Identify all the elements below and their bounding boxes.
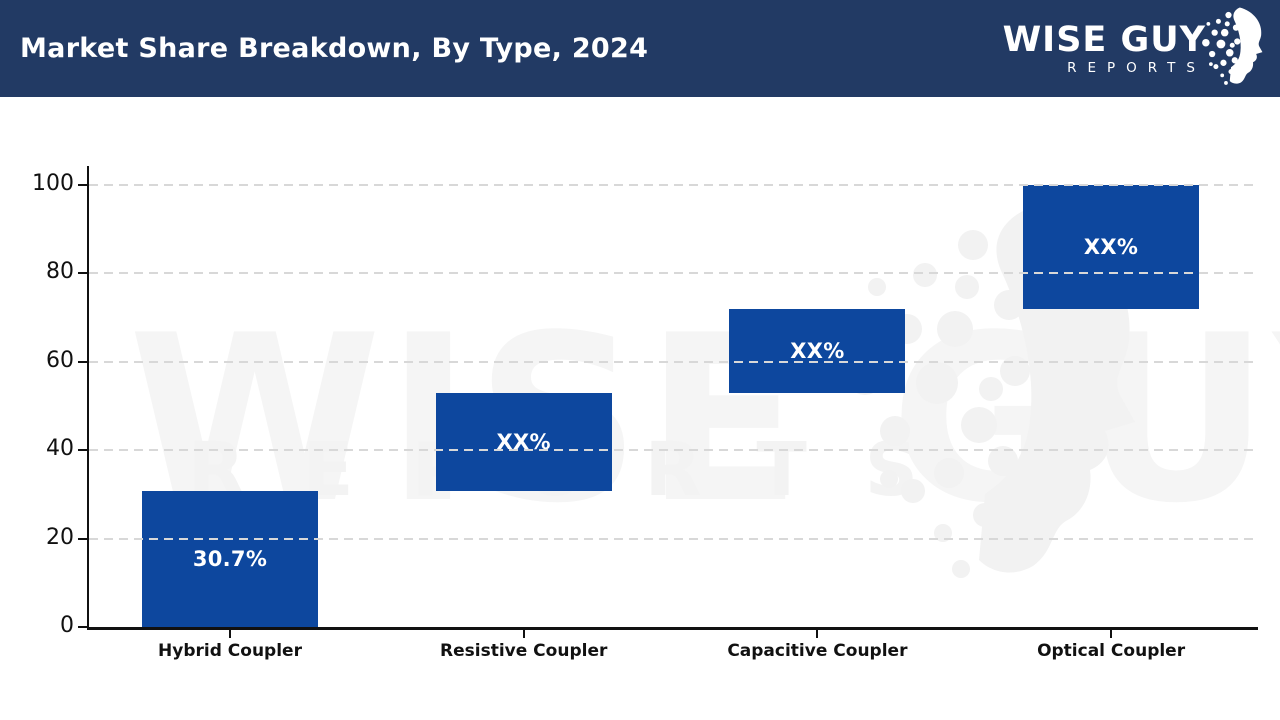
y-tick-label: 80 <box>46 259 74 285</box>
x-tick-mark <box>816 630 819 638</box>
page-title: Market Share Breakdown, By Type, 2024 <box>20 33 649 64</box>
y-tick-mark <box>78 360 87 363</box>
bar-value-label: XX% <box>790 338 845 363</box>
x-tick-label: Optical Coupler <box>1037 641 1186 661</box>
y-tick-mark <box>78 184 87 186</box>
y-tick-label: 20 <box>46 524 74 550</box>
y-tick-label: 100 <box>32 171 74 196</box>
x-axis-spine <box>87 627 1258 630</box>
x-tick-mark <box>1110 630 1113 638</box>
wise-guy-wordmark: WISE GUY <box>1002 20 1206 61</box>
y-axis-spine <box>87 166 89 630</box>
bar-1: 30.7% <box>142 491 318 627</box>
x-tick-label: Capacitive Coupler <box>727 641 908 661</box>
y-tick-mark <box>78 272 87 275</box>
gridline-60 <box>89 360 1258 363</box>
y-tick-mark <box>78 626 87 628</box>
brand-wordmark: WISE GUY REPORTS <box>1003 22 1206 76</box>
y-tick-label: 0 <box>60 613 74 638</box>
x-tick-mark <box>229 630 231 638</box>
gridline-20 <box>89 537 1258 540</box>
x-tick-label: Hybrid Coupler <box>158 641 302 661</box>
header-bar: Market Share Breakdown, By Type, 2024 WI… <box>0 0 1280 97</box>
y-tick-label: 40 <box>46 436 74 462</box>
bar-value-label: XX% <box>1083 234 1139 259</box>
bar-value-label: 30.7% <box>192 547 268 572</box>
gridline-40 <box>89 449 1258 452</box>
bar-4: XX% <box>1023 185 1200 309</box>
y-tick-mark <box>78 449 87 452</box>
x-tick-mark <box>522 630 525 638</box>
bar-2: XX% <box>435 392 612 492</box>
y-tick-mark <box>78 537 87 540</box>
gridline-80 <box>89 272 1258 275</box>
y-tick-label: 60 <box>46 347 74 373</box>
bar-3: XX% <box>729 308 906 393</box>
gridline-100 <box>89 184 1258 186</box>
chart-area: WISE GUY REPORTS 02040608010030.7%Hybrid… <box>0 97 1280 720</box>
reports-wordmark: REPORTS <box>1067 59 1206 76</box>
x-tick-label: Resistive Coupler <box>440 641 608 661</box>
brand-logo: WISE GUY REPORTS <box>1003 4 1270 94</box>
